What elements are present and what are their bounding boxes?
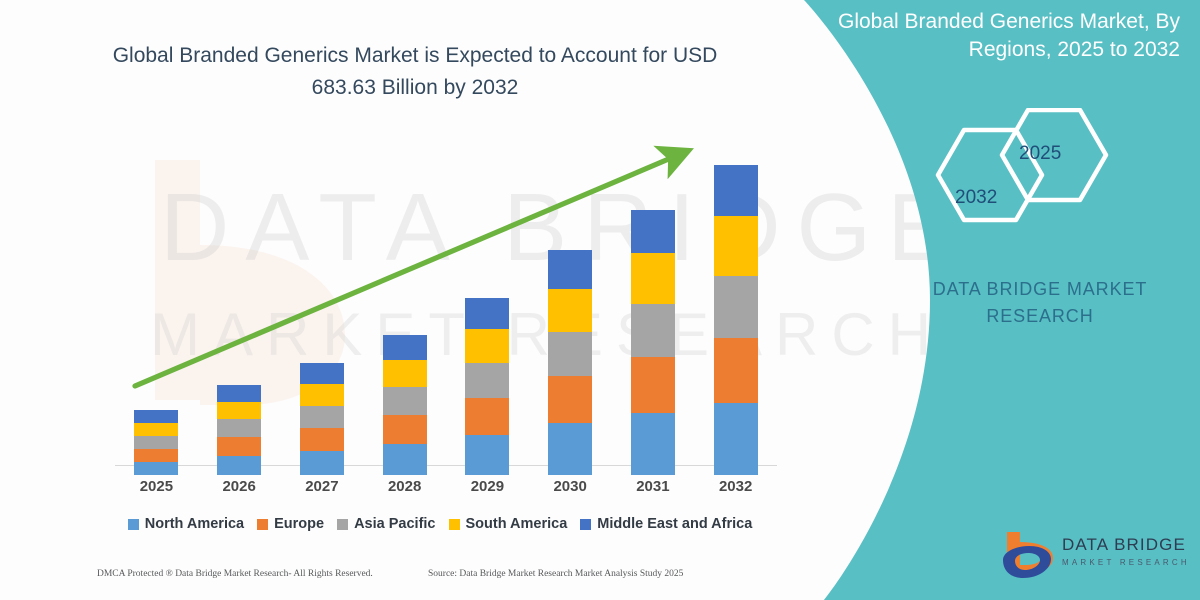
- bar-segment: [299, 451, 344, 475]
- bar-segment: [465, 329, 510, 363]
- footer-copyright: DMCA Protected ® Data Bridge Market Rese…: [97, 569, 373, 579]
- legend-swatch-icon: [448, 518, 460, 530]
- footer-source: Source: Data Bridge Market Research Mark…: [428, 569, 684, 579]
- bar-segment: [299, 363, 344, 384]
- hexagon-badges: 2032 2025: [920, 107, 1110, 243]
- panel-title: Global Branded Generics Market, By Regio…: [838, 10, 1180, 61]
- logo-title: DATA BRIDGE: [1062, 535, 1186, 554]
- bar-2029: [465, 298, 510, 475]
- dbmr-logo-mark: [1003, 532, 1053, 578]
- bar-segment: [382, 360, 427, 387]
- hexagon-label-2025: 2025: [1019, 143, 1062, 164]
- x-axis-label-2028: 2028: [387, 478, 422, 495]
- legend-item[interactable]: Middle East and Africa: [580, 516, 752, 532]
- bar-2025: [134, 410, 179, 475]
- bar-segment: [713, 403, 758, 475]
- bar-2030: [548, 250, 593, 475]
- bar-segment: [713, 165, 758, 216]
- bar-2026: [217, 385, 262, 475]
- chart-baseline: [115, 465, 777, 466]
- chart-legend: North America Europe Asia Pacific South Ame…: [95, 512, 785, 536]
- growth-arrow-icon: [132, 145, 694, 389]
- x-axis-label-2032: 2032: [718, 478, 753, 495]
- legend-swatch-icon: [127, 518, 139, 530]
- bar-segment: [465, 435, 510, 475]
- legend-swatch-icon: [580, 518, 592, 530]
- hexagon-2032-shape: [935, 127, 1045, 223]
- legend-label: Asia Pacific: [354, 516, 436, 532]
- bar-segment: [548, 332, 593, 376]
- bar-segment: [548, 250, 593, 289]
- logo-tagline: MARKET RESEARCH: [1062, 558, 1190, 567]
- bar-segment: [134, 410, 179, 423]
- bar-segment: [134, 449, 179, 462]
- x-axis-label-2026: 2026: [222, 478, 256, 495]
- bar-segment: [134, 423, 179, 436]
- x-axis-label-2030: 2030: [553, 478, 587, 495]
- bar-segment: [217, 437, 262, 456]
- hexagon-2025-shape: [999, 107, 1109, 203]
- bar-segment: [630, 413, 675, 475]
- bar-2028: [382, 335, 427, 475]
- bar-segment: [134, 462, 179, 475]
- bar-segment: [713, 338, 758, 403]
- bar-segment: [548, 289, 593, 332]
- bar-segment: [630, 304, 675, 357]
- bar-segment: [465, 363, 510, 398]
- bar-segment: [713, 216, 758, 276]
- panel-brand-text: DATA BRIDGE MARKET RESEARCH: [932, 279, 1148, 326]
- x-axis-labels: 2025 2026 2027 2028 2029 2030 2031 2032: [95, 478, 785, 500]
- bar-segment: [382, 415, 427, 444]
- legend-swatch-icon: [257, 518, 269, 530]
- legend-label: South America: [465, 516, 568, 532]
- bar-2031: [630, 210, 675, 475]
- bar-segment: [382, 335, 427, 360]
- bar-2032: [713, 165, 758, 475]
- x-axis-label-2031: 2031: [636, 478, 670, 495]
- bar-segment: [630, 357, 675, 413]
- bar-2027: [299, 363, 344, 475]
- bar-segment: [217, 456, 262, 475]
- bar-segment: [299, 428, 344, 451]
- bar-segment: [713, 276, 758, 338]
- bar-segment: [217, 402, 262, 419]
- bar-segment: [217, 385, 262, 402]
- x-axis-label-2029: 2029: [470, 478, 505, 495]
- legend-item[interactable]: South America: [448, 516, 568, 532]
- legend-item[interactable]: Asia Pacific: [337, 516, 436, 532]
- hexagon-label-2032: 2032: [955, 187, 998, 208]
- x-axis-label-2025: 2025: [139, 478, 174, 495]
- legend-item[interactable]: Europe: [257, 516, 324, 532]
- bar-segment: [382, 387, 427, 415]
- bar-segment: [217, 419, 262, 437]
- bar-segment: [548, 376, 593, 423]
- bar-segment: [465, 398, 510, 435]
- page-title: Global Branded Generics Market is Expect…: [112, 44, 718, 99]
- bar-segment: [465, 298, 510, 329]
- legend-swatch-icon: [337, 518, 349, 530]
- bar-segment: [630, 253, 675, 304]
- bar-segment: [299, 384, 344, 406]
- stacked-bar-chart: [95, 130, 785, 475]
- legend-label: Middle East and Africa: [597, 516, 753, 532]
- bar-segment: [299, 406, 344, 428]
- bar-segment: [548, 423, 593, 475]
- bar-segment: [382, 444, 427, 475]
- bar-segment: [134, 436, 179, 449]
- x-axis-label-2027: 2027: [305, 478, 339, 495]
- legend-item[interactable]: North America: [127, 516, 245, 532]
- legend-label: Europe: [274, 516, 325, 532]
- bar-segment: [630, 210, 675, 253]
- legend-label: North America: [144, 516, 245, 532]
